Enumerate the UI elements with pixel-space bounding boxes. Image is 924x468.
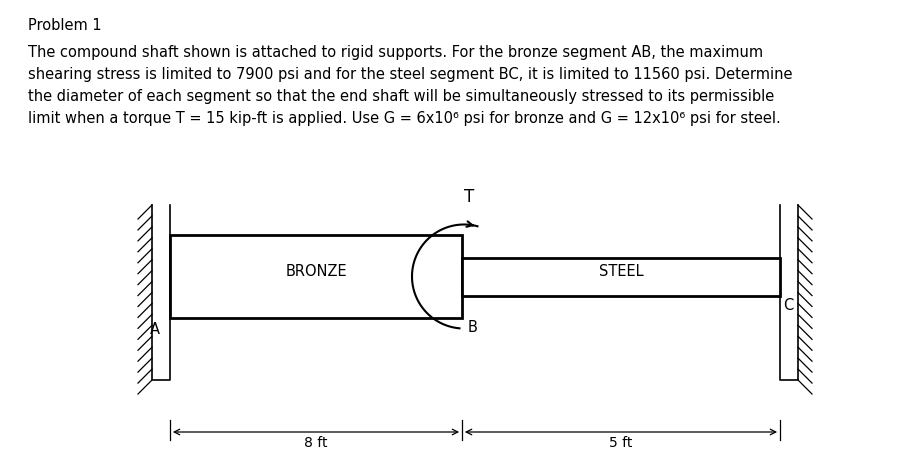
Text: shearing stress is limited to 7900 psi and for the steel segment BC, it is limit: shearing stress is limited to 7900 psi a… (28, 67, 793, 82)
Text: T: T (464, 189, 474, 206)
Text: B: B (468, 320, 478, 335)
Bar (170, 235, 462, 318)
Text: A: A (150, 322, 160, 337)
Text: 5 ft: 5 ft (609, 436, 633, 450)
Text: The compound shaft shown is attached to rigid supports. For the bronze segment A: The compound shaft shown is attached to … (28, 45, 763, 60)
Text: limit when a torque T = 15 kip-ft is applied. Use G = 6x10⁶ psi for bronze and G: limit when a torque T = 15 kip-ft is app… (28, 111, 781, 126)
Text: Problem 1: Problem 1 (28, 18, 102, 33)
Text: the diameter of each segment so that the end shaft will be simultaneously stress: the diameter of each segment so that the… (28, 89, 774, 104)
Bar (462, 257, 780, 295)
Text: C: C (783, 298, 793, 313)
Text: BRONZE: BRONZE (286, 264, 346, 279)
Text: STEEL: STEEL (599, 264, 643, 279)
Text: 8 ft: 8 ft (304, 436, 328, 450)
